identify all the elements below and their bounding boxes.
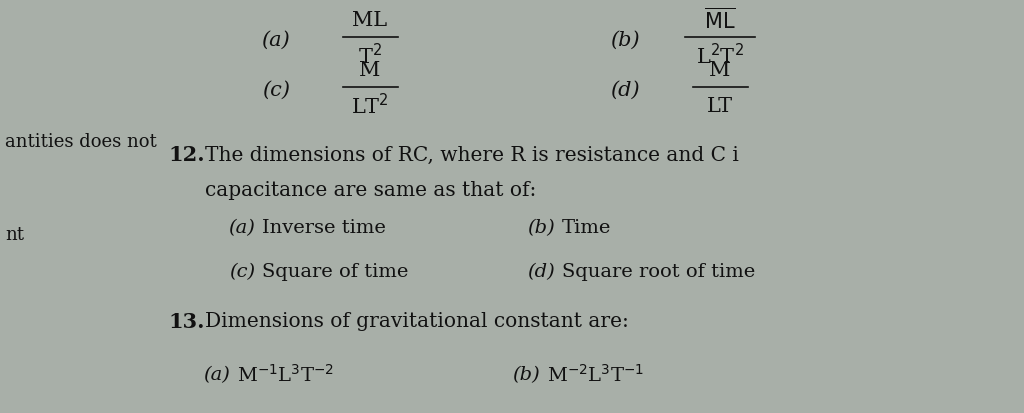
Text: Inverse time: Inverse time	[262, 218, 386, 236]
Text: M: M	[710, 60, 731, 79]
Text: (d): (d)	[610, 80, 640, 99]
Text: Time: Time	[562, 218, 611, 236]
Text: (a): (a)	[203, 365, 230, 383]
Text: LT: LT	[707, 96, 733, 115]
Text: (a): (a)	[228, 218, 255, 236]
Text: (d): (d)	[527, 262, 555, 280]
Text: M$^{-2}$L$^{3}$T$^{-1}$: M$^{-2}$L$^{3}$T$^{-1}$	[547, 363, 644, 385]
Text: (a): (a)	[261, 31, 290, 50]
Text: 12.: 12.	[168, 145, 205, 165]
Text: L$^2$T$^2$: L$^2$T$^2$	[696, 43, 744, 69]
Text: 13.: 13.	[168, 311, 205, 331]
Text: M: M	[359, 60, 381, 79]
Text: LT$^2$: LT$^2$	[351, 93, 389, 118]
Text: T$^2$: T$^2$	[358, 43, 382, 69]
Text: (b): (b)	[512, 365, 540, 383]
Text: Dimensions of gravitational constant are:: Dimensions of gravitational constant are…	[205, 312, 629, 331]
Text: antities does not: antities does not	[5, 133, 157, 151]
Text: (c): (c)	[262, 80, 290, 99]
Text: Square of time: Square of time	[262, 262, 409, 280]
Text: (b): (b)	[610, 31, 640, 50]
Text: ML: ML	[352, 10, 387, 29]
Text: nt: nt	[5, 225, 24, 243]
Text: The dimensions of RC, where R is resistance and C i: The dimensions of RC, where R is resista…	[205, 145, 739, 164]
Text: (b): (b)	[527, 218, 555, 236]
Text: capacitance are same as that of:: capacitance are same as that of:	[205, 180, 537, 199]
Text: M$^{-1}$L$^{3}$T$^{-2}$: M$^{-1}$L$^{3}$T$^{-2}$	[237, 363, 334, 385]
Text: $\overline{\rm ML}$: $\overline{\rm ML}$	[705, 7, 736, 33]
Text: Square root of time: Square root of time	[562, 262, 756, 280]
Text: (c): (c)	[229, 262, 255, 280]
